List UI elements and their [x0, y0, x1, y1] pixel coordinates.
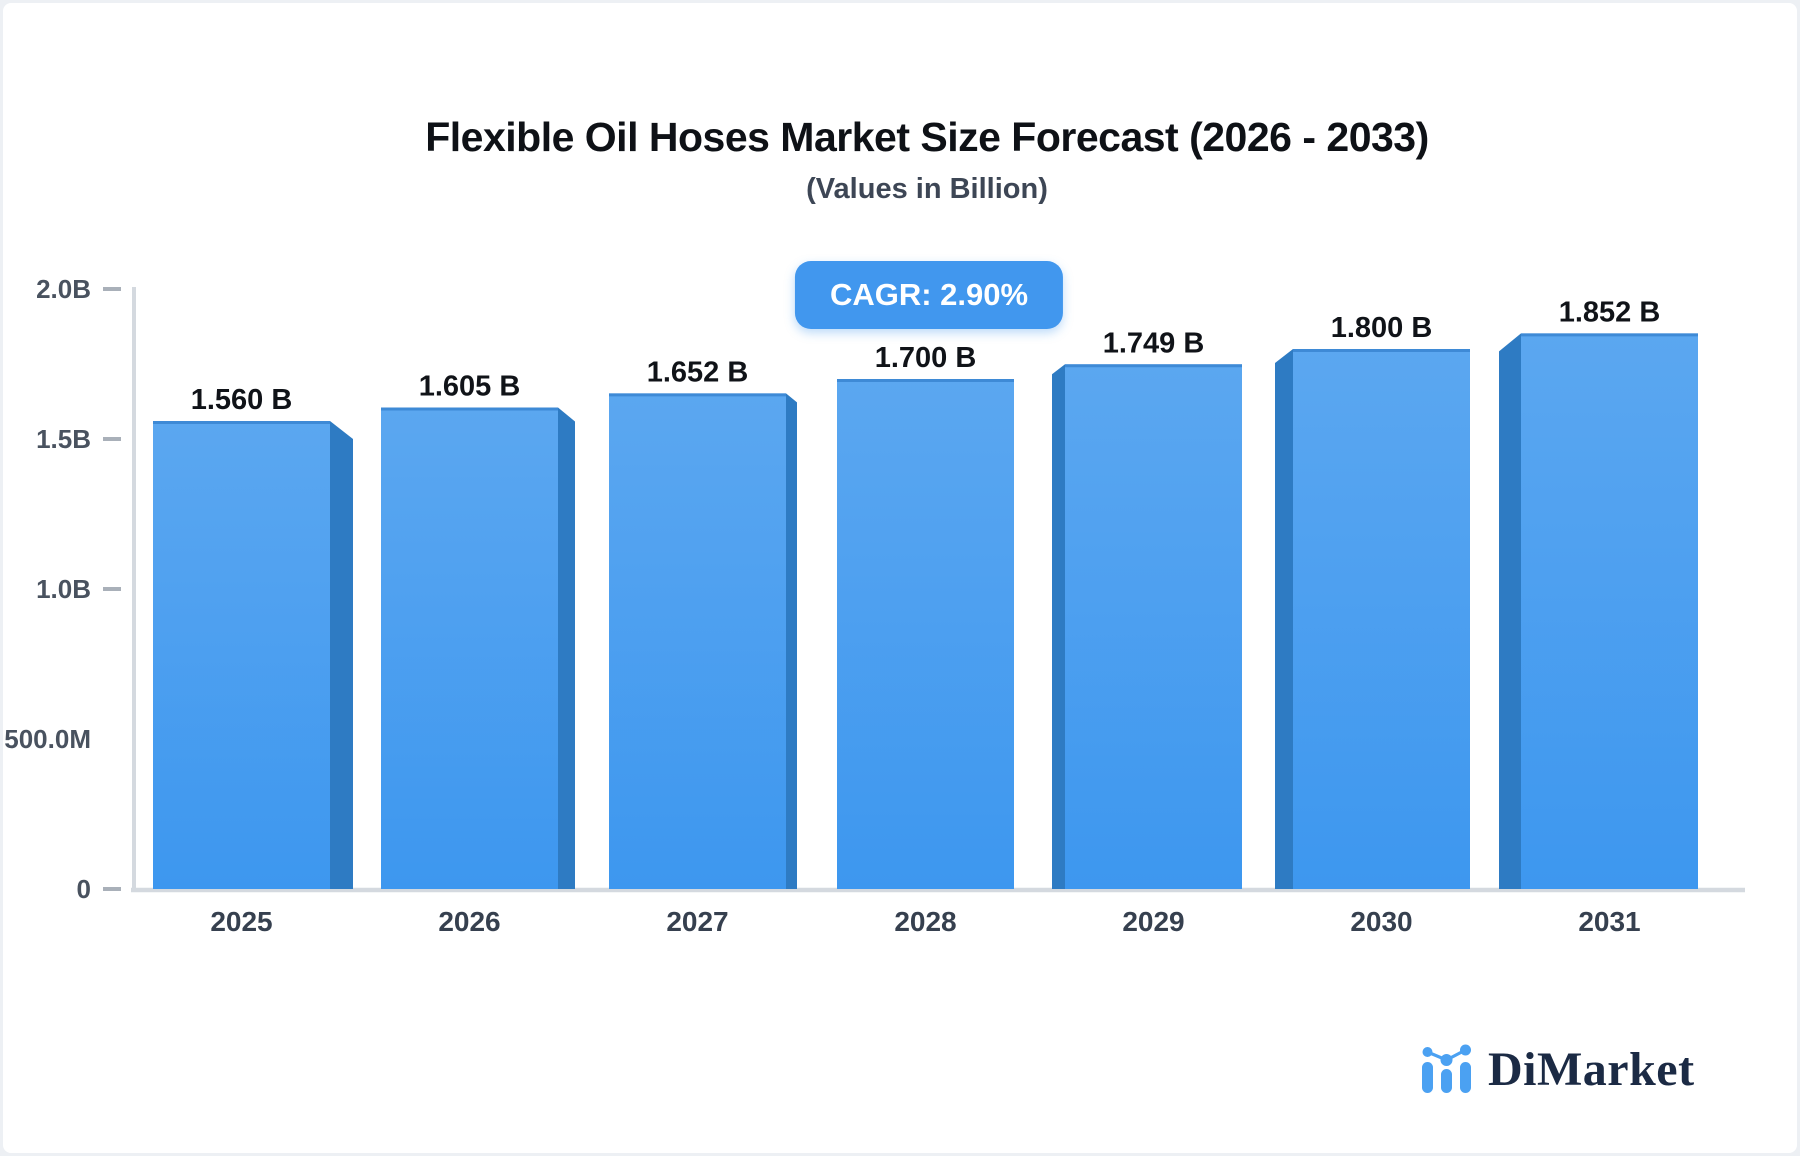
- bar-2029[interactable]: [1065, 364, 1242, 889]
- bar-value-label: 1.700 B: [875, 342, 977, 374]
- bar-side-face: [330, 421, 353, 889]
- y-axis-label: 1.0B: [36, 574, 91, 604]
- bar-value-label: 1.852 B: [1559, 296, 1661, 328]
- y-axis-label: 1.5B: [36, 424, 91, 454]
- bar-side-face: [786, 393, 797, 889]
- chart-card: Flexible Oil Hoses Market Size Forecast …: [3, 3, 1797, 1153]
- x-axis-label: 2028: [894, 906, 956, 937]
- bar-side-face: [1275, 349, 1293, 889]
- bar-2028[interactable]: [837, 379, 1014, 889]
- chart-title: Flexible Oil Hoses Market Size Forecast …: [425, 114, 1429, 160]
- y-axis-label: 0: [77, 874, 91, 904]
- bar-2026[interactable]: [381, 407, 558, 890]
- bar-2027[interactable]: [609, 393, 786, 889]
- bar-2030[interactable]: [1293, 349, 1470, 889]
- cagr-badge: CAGR: 2.90%: [794, 261, 1064, 329]
- chart-subtitle: (Values in Billion): [806, 173, 1048, 205]
- cagr-label: CAGR: 2.90%: [829, 277, 1029, 312]
- logo-text: DiMarket: [1488, 1043, 1695, 1096]
- x-axis-label: 2027: [666, 906, 728, 937]
- bar-side-face: [1499, 333, 1521, 889]
- brand-logo: DiMarket: [1417, 1043, 1695, 1097]
- y-axis-label: 2.0B: [36, 274, 91, 304]
- bar-chart-canvas: 2.0B 1.5B 1.0B 500.0M 0 1.560 B 2025 1.605 B 202…: [4, 274, 1745, 937]
- x-axis-label: 2030: [1350, 906, 1412, 937]
- y-axis-label: 500.0M: [4, 724, 91, 754]
- bar-value-label: 1.749 B: [1103, 327, 1205, 359]
- bar-2025[interactable]: [153, 421, 330, 889]
- bar-side-face: [1052, 364, 1065, 889]
- bar-value-label: 1.560 B: [191, 384, 293, 416]
- logo-icon: [1422, 1044, 1471, 1093]
- x-axis-label: 2026: [438, 906, 500, 937]
- x-axis-label: 2025: [210, 906, 272, 937]
- bar-2031[interactable]: [1521, 333, 1698, 889]
- bar-value-label: 1.800 B: [1331, 312, 1433, 344]
- bar-value-label: 1.605 B: [419, 371, 521, 403]
- x-axis-label: 2031: [1578, 906, 1640, 937]
- x-axis-label: 2029: [1122, 906, 1184, 937]
- bar-value-label: 1.652 B: [647, 356, 749, 388]
- bar-side-face: [558, 407, 575, 889]
